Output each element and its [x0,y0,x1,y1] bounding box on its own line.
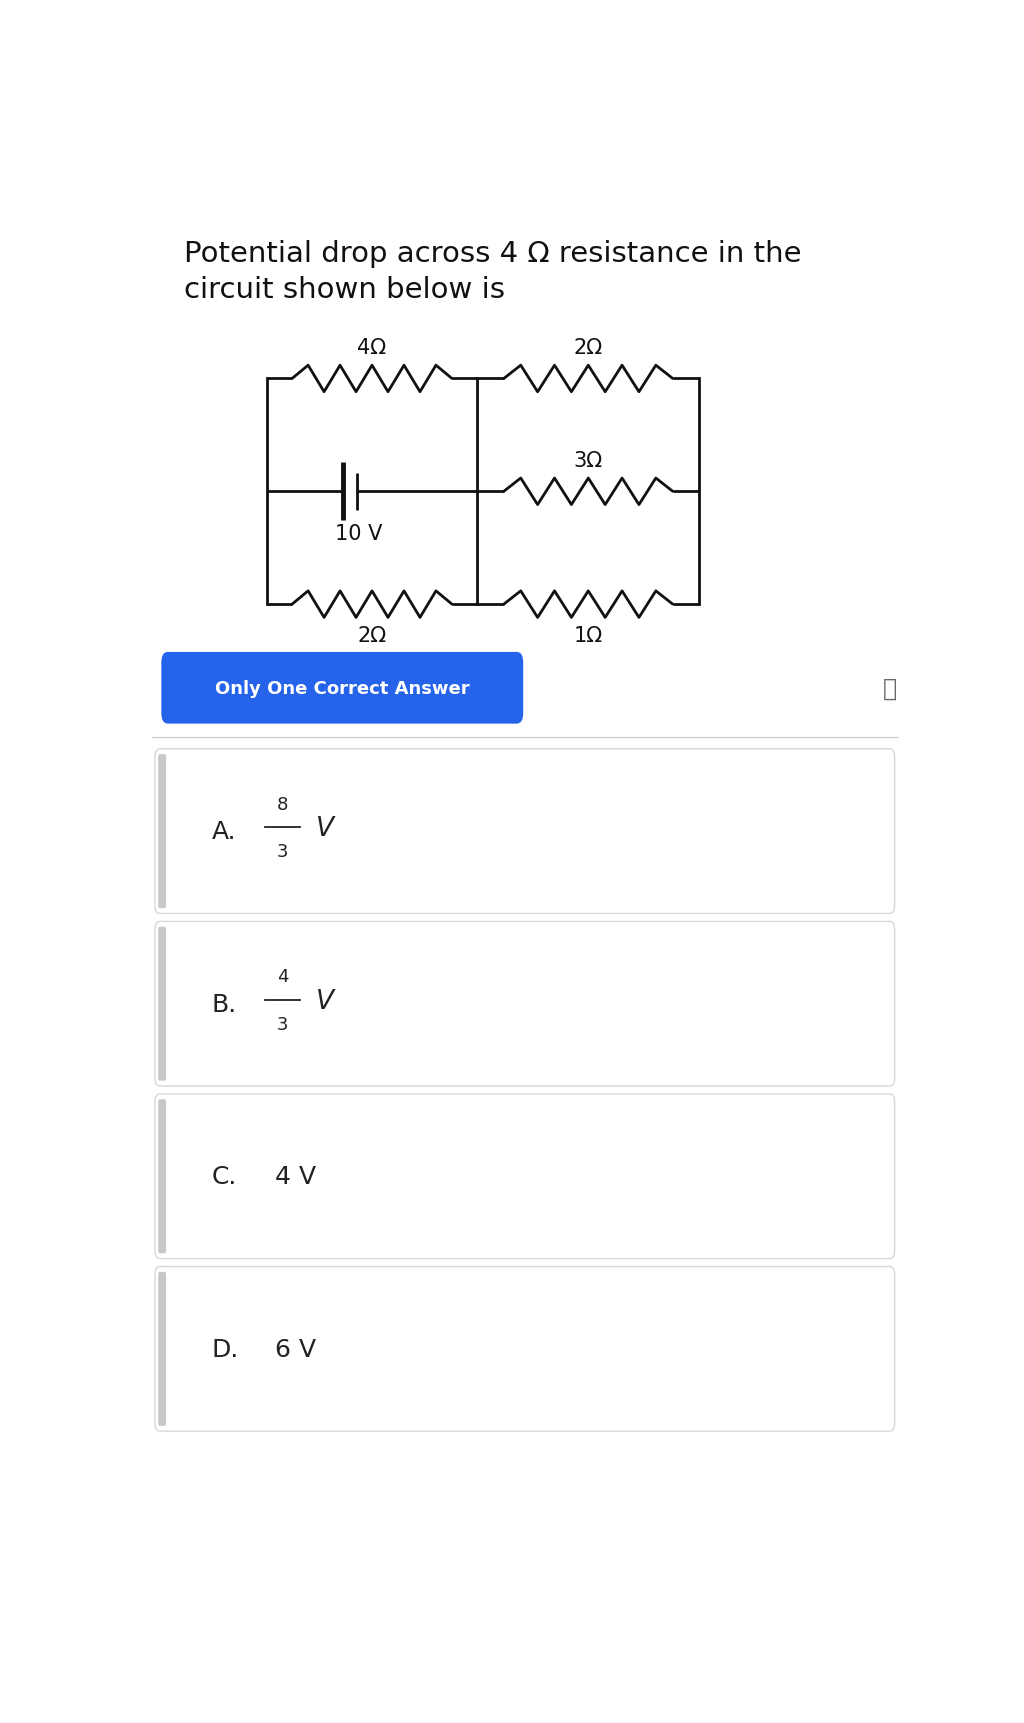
Text: ⓘ: ⓘ [883,677,897,700]
Text: V: V [316,817,334,843]
FancyBboxPatch shape [155,750,895,913]
Text: 4: 4 [278,968,289,986]
Text: Potential drop across 4 Ω resistance in the: Potential drop across 4 Ω resistance in … [183,239,801,267]
Text: 3: 3 [278,843,289,862]
Text: D.: D. [211,1337,239,1361]
Text: 3Ω: 3Ω [573,451,603,470]
Text: 6 V: 6 V [274,1337,316,1361]
Text: 10 V: 10 V [335,524,382,544]
FancyBboxPatch shape [158,755,166,908]
Text: 2Ω: 2Ω [357,625,387,646]
Text: 4Ω: 4Ω [357,338,387,358]
FancyBboxPatch shape [155,1266,895,1432]
Text: C.: C. [211,1165,237,1189]
Text: V: V [316,989,334,1015]
Text: 8: 8 [278,794,289,813]
FancyBboxPatch shape [158,1099,166,1254]
FancyBboxPatch shape [158,927,166,1080]
Text: B.: B. [211,992,237,1017]
Text: 1Ω: 1Ω [573,625,603,646]
Text: 3: 3 [278,1015,289,1034]
Text: 4 V: 4 V [274,1165,316,1189]
FancyBboxPatch shape [158,1272,166,1427]
Text: A.: A. [211,820,236,844]
Text: Only One Correct Answer: Only One Correct Answer [215,679,470,698]
Text: circuit shown below is: circuit shown below is [183,276,505,303]
Text: 2Ω: 2Ω [573,338,603,358]
FancyBboxPatch shape [162,653,523,724]
FancyBboxPatch shape [155,922,895,1087]
FancyBboxPatch shape [155,1094,895,1260]
